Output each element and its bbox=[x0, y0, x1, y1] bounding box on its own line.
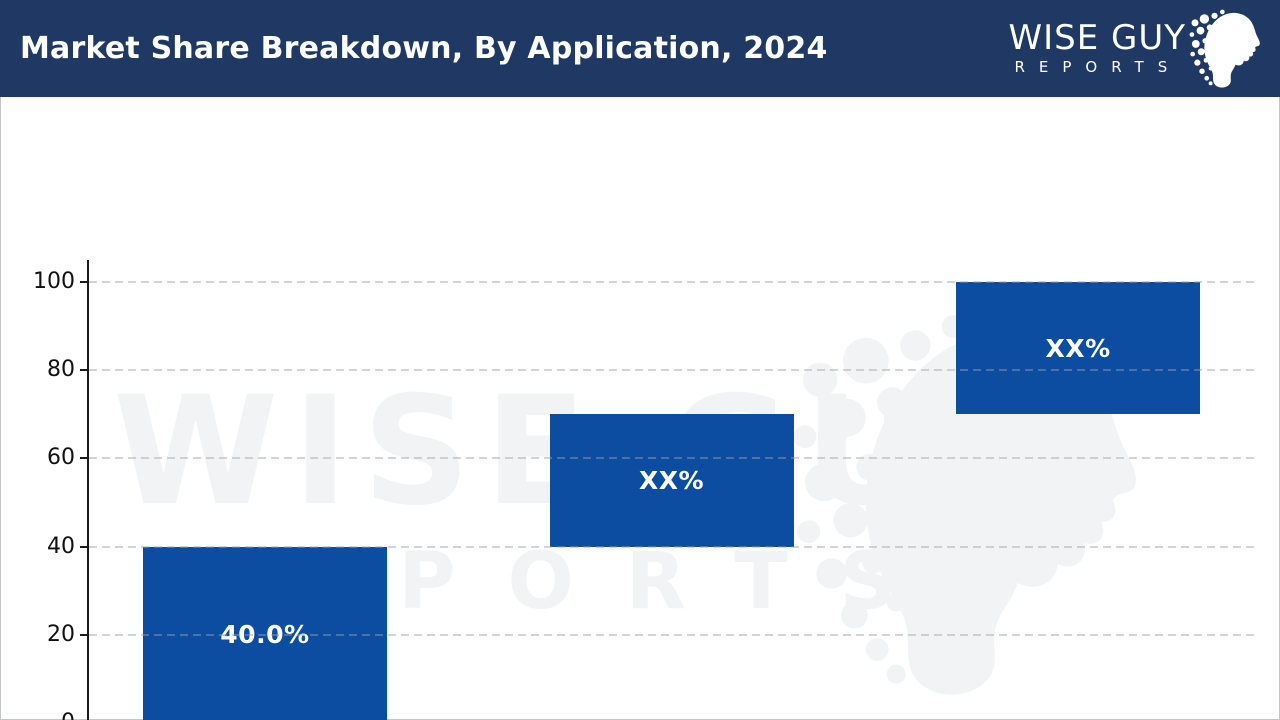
y-tick-label: 80 bbox=[47, 357, 75, 383]
y-tick bbox=[80, 281, 87, 284]
y-tick bbox=[80, 457, 87, 460]
gridline bbox=[89, 457, 1254, 460]
bar: XX% bbox=[549, 414, 794, 547]
y-tick bbox=[80, 369, 87, 372]
page-title: Market Share Breakdown, By Application, … bbox=[20, 31, 828, 66]
bar-value-label: XX% bbox=[1045, 333, 1111, 363]
y-tick-label: 0 bbox=[0, 710, 75, 720]
brand-subtitle: REPORTS bbox=[1014, 57, 1182, 76]
gridline bbox=[89, 633, 1254, 636]
bar: XX% bbox=[956, 282, 1201, 415]
chart-canvas: WISE GUY REPORTS 40.0%MicrobiologyXX%Pha… bbox=[0, 97, 1280, 720]
brand-logo: WISE GUY REPORTS bbox=[1008, 8, 1266, 90]
y-tick-label: 60 bbox=[47, 445, 75, 471]
header-bar: Market Share Breakdown, By Application, … bbox=[0, 0, 1280, 97]
plot-area: 40.0%MicrobiologyXX%PharmaceuticalsXX%Fo… bbox=[33, 260, 1254, 720]
y-tick-label: 40 bbox=[47, 533, 75, 559]
y-tick bbox=[80, 633, 87, 636]
bar-value-label: XX% bbox=[638, 465, 705, 495]
bar: 40.0% bbox=[142, 546, 387, 720]
y-tick-label: 100 bbox=[33, 269, 75, 295]
gridline bbox=[89, 369, 1254, 372]
y-tick-label: 20 bbox=[47, 621, 75, 647]
bar-value-label: 40.0% bbox=[220, 620, 310, 650]
brand-head-icon bbox=[1189, 9, 1260, 88]
brand-name: WISE GUY bbox=[1008, 18, 1186, 59]
gridline bbox=[89, 545, 1254, 548]
brand-logo-text: WISE GUY REPORTS bbox=[1008, 18, 1186, 76]
gridline bbox=[89, 281, 1254, 284]
y-tick bbox=[80, 545, 87, 548]
y-axis-line bbox=[87, 260, 89, 720]
